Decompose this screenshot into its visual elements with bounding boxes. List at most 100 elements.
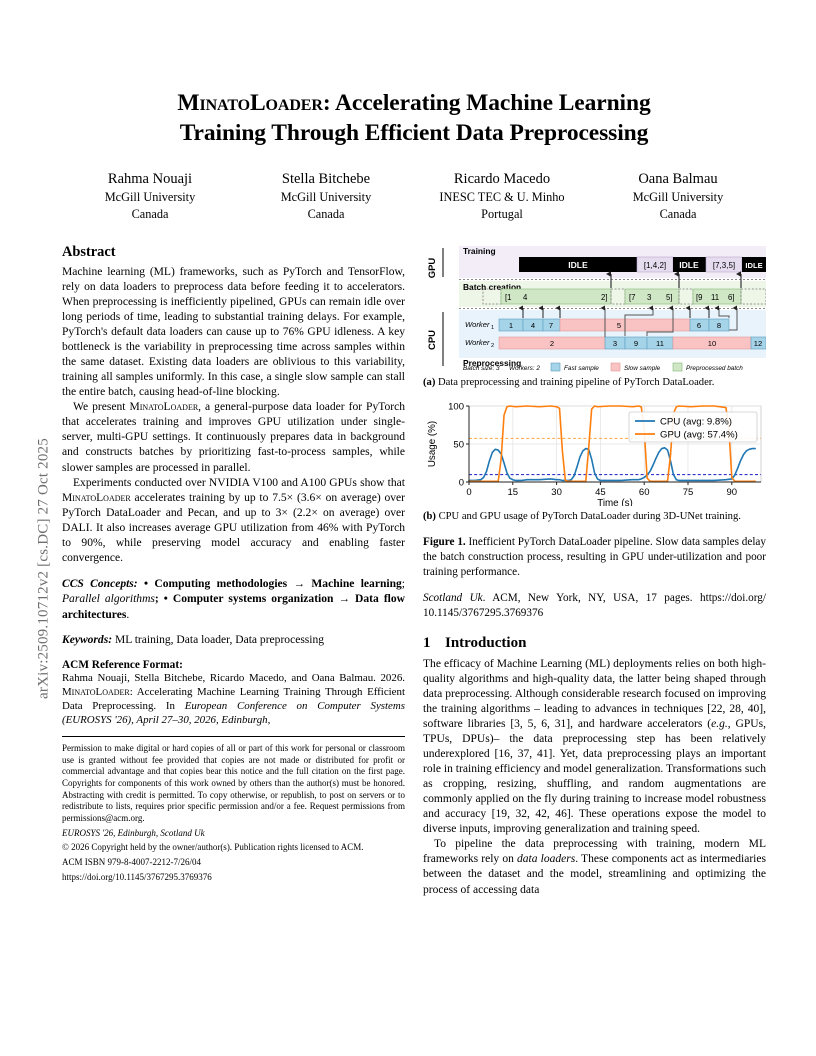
svg-text:[7: [7 (629, 293, 636, 302)
author-entry: Ricardo Macedo INESC TEC & U. Minho Port… (414, 170, 590, 222)
acm-ref-venue: European Conference on Computer Systems … (62, 700, 405, 727)
svg-text:Batch creation: Batch creation (463, 282, 521, 292)
author-entry: Rahma Nouaji McGill University Canada (62, 170, 238, 222)
svg-text:11: 11 (711, 293, 719, 302)
author-name: Ricardo Macedo (453, 171, 551, 188)
section-1-title: Introduction (445, 634, 527, 651)
left-column: Abstract Machine learning (ML) framework… (62, 244, 405, 898)
abstract-p3-product: MinatoLoader (62, 491, 131, 504)
figure-1-caption: Figure 1. Inefficient PyTorch DataLoader… (423, 535, 766, 579)
svg-text:3: 3 (647, 293, 651, 302)
introduction-paragraph-2: To pipeline the data preprocessing with … (423, 837, 766, 897)
acm-ref-cont-venue: Scotland Uk (423, 592, 483, 605)
svg-text:1: 1 (491, 325, 494, 331)
ccs-label: CCS Concepts: (62, 577, 138, 590)
svg-text:Worker: Worker (465, 338, 490, 347)
author-affiliation: INESC TEC & U. Minho (439, 190, 565, 205)
permission-venue: EUROSYS '26, Edinburgh, Scotland Uk (62, 827, 205, 838)
figure-1b-usage-chart: 0 15 30 45 60 75 90 0 50 100 Time (s) Usage (%) CPU … (423, 398, 766, 509)
chart-x-tick-label: 45 (595, 487, 606, 498)
svg-text:Preprocessing: Preprocessing (463, 358, 521, 368)
acm-reference-text: Rahma Nouaji, Stella Bitchebe, Ricardo M… (62, 672, 405, 728)
keywords-text: ML training, Data loader, Data preproces… (114, 634, 325, 646)
svg-text:Workers: 2: Workers: 2 (509, 365, 540, 372)
figure-1a-caption-text: Data preprocessing and training pipeline… (435, 376, 715, 388)
title-line2: Training Through Efficient Data Preproce… (179, 120, 649, 147)
chart-y-axis-label: Usage (%) (427, 421, 438, 467)
acm-ref-part1: Rahma Nouaji, Stella Bitchebe, Ricardo M… (62, 672, 405, 685)
svg-text:6: 6 (697, 321, 701, 330)
intro-p2-italic: data loaders (516, 853, 576, 866)
chart-x-tick-label: 0 (466, 487, 471, 498)
chart-y-tick-label: 0 (459, 478, 464, 489)
svg-text:IDLE: IDLE (745, 261, 762, 270)
abstract-paragraph-1: Machine learning (ML) frameworks, such a… (62, 265, 405, 399)
chart-x-tick-label: 15 (508, 487, 519, 498)
acm-reference-continuation: Scotland Uk. ACM, New York, NY, USA, 17 … (423, 591, 766, 620)
svg-text:8: 8 (717, 321, 721, 330)
svg-text:[9: [9 (696, 293, 703, 302)
title-line1-rest: : Accelerating Machine Learning (322, 90, 651, 116)
svg-text:Batch size: 3: Batch size: 3 (463, 365, 500, 372)
ccs-part-1: • Computing methodologies → Machine lear… (144, 577, 402, 590)
abstract-p3-pre: Experiments conducted over NVIDIA V100 a… (73, 476, 405, 489)
page-title: MinatoLoader: Accelerating Machine Learn… (62, 88, 766, 148)
keywords-label: Keywords: (62, 634, 113, 646)
chart-legend (628, 412, 758, 443)
svg-text:11: 11 (656, 339, 664, 348)
svg-text:3: 3 (613, 339, 617, 348)
intro-p1-b: , GPUs, TPUs, DPUs)– the data preprocess… (423, 717, 766, 836)
chart-series-line (468, 405, 756, 483)
figure-1b-caption-text: CPU and GPU usage of PyTorch DataLoader … (435, 511, 741, 523)
footnote-divider (62, 735, 405, 737)
svg-text:5: 5 (617, 321, 621, 330)
chart-y-tick-label: 50 (453, 440, 464, 451)
svg-text:Preprocessed batch: Preprocessed batch (686, 365, 743, 372)
chart-legend-label: CPU (avg: 9.8%) (660, 417, 732, 428)
figure-1-caption-text: Inefficient PyTorch DataLoader pipeline.… (423, 536, 766, 578)
author-country: Canada (659, 206, 697, 221)
author-name: Rahma Nouaji (107, 171, 193, 188)
abstract-p3-post: accelerates training by up to 7.5× (3.6×… (62, 491, 405, 564)
author-country: Portugal (481, 206, 523, 221)
doi-line: https://doi.org/10.1145/3767295.3769376 (62, 871, 212, 882)
ccs-part-3: Parallel algorithms (62, 593, 155, 606)
svg-text:10: 10 (708, 339, 716, 348)
svg-text:5]: 5] (666, 293, 673, 302)
svg-text:GPU: GPU (427, 257, 438, 278)
chart-x-tick-label: 90 (727, 487, 738, 498)
svg-text:2: 2 (491, 343, 494, 349)
chart-legend-label: GPU (avg: 57.4%) (660, 430, 738, 441)
svg-text:4: 4 (523, 293, 528, 302)
figure-1-caption-label: Figure 1. (423, 536, 466, 549)
intro-p2-post: . These components act as intermediaries… (423, 853, 766, 896)
figure-1a-caption: (a) Data preprocessing and training pipe… (423, 376, 766, 390)
svg-text:6]: 6] (728, 293, 735, 302)
abstract-p2-product: MinatoLoader (129, 401, 199, 414)
isbn-line: ACM ISBN 979-8-4007-2212-7/26/04 (62, 857, 201, 868)
chart-series-line (468, 447, 756, 482)
author-affiliation: McGill University (280, 190, 372, 205)
svg-text:Training: Training (463, 246, 496, 256)
title-product-name: MinatoLoader (177, 90, 323, 116)
abstract-p2-post: , a general-purpose data loader for PyTo… (62, 401, 406, 474)
section-1-heading: 1 Introduction (423, 635, 766, 652)
svg-text:Worker: Worker (465, 320, 490, 329)
ccs-part-4: ; • Computer systems organization → Data… (62, 593, 405, 621)
svg-text:Slow sample: Slow sample (624, 365, 661, 372)
svg-text:9: 9 (634, 339, 638, 348)
ccs-part-2: ; (401, 577, 405, 590)
svg-text:4: 4 (531, 321, 535, 330)
author-affiliation: McGill University (104, 190, 196, 205)
abstract-heading: Abstract (62, 243, 116, 260)
author-affiliation: McGill University (632, 190, 724, 205)
svg-text:[1: [1 (505, 293, 512, 302)
svg-text:IDLE: IDLE (568, 260, 588, 270)
keywords: Keywords: ML training, Data loader, Data… (62, 633, 405, 648)
two-column-body: Abstract Machine learning (ML) framework… (62, 244, 766, 898)
right-column: GPU CPU Training Batch creation Preproce… (423, 244, 766, 898)
abstract-paragraph-3: Experiments conducted over NVIDIA V100 a… (62, 476, 405, 566)
abstract-p2-pre: We present (73, 401, 130, 414)
svg-text:1: 1 (509, 321, 513, 330)
author-entry: Stella Bitchebe McGill University Canada (238, 170, 414, 222)
